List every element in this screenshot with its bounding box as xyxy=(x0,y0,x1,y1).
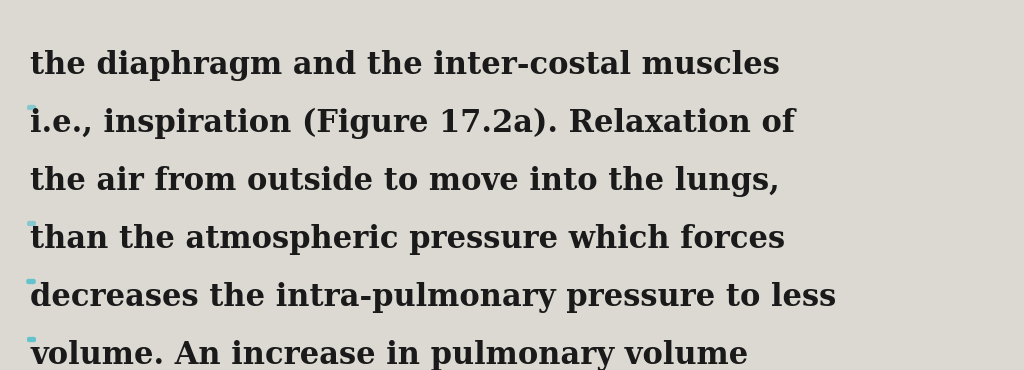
FancyBboxPatch shape xyxy=(27,279,36,284)
FancyBboxPatch shape xyxy=(27,105,36,110)
FancyBboxPatch shape xyxy=(27,337,36,342)
Text: than the atmospheric pressure which forces: than the atmospheric pressure which forc… xyxy=(30,224,785,255)
Text: decreases the intra-pulmonary pressure to less: decreases the intra-pulmonary pressure t… xyxy=(30,282,837,313)
Text: volume. An increase in pulmonary volume: volume. An increase in pulmonary volume xyxy=(30,340,749,370)
FancyBboxPatch shape xyxy=(27,221,36,226)
Text: i.e., inspiration (Figure 17.2a). Relaxation of: i.e., inspiration (Figure 17.2a). Relaxa… xyxy=(30,108,795,139)
Text: the diaphragm and the inter-costal muscles: the diaphragm and the inter-costal muscl… xyxy=(30,50,780,81)
FancyBboxPatch shape xyxy=(26,279,35,284)
Text: the air from outside to move into the lungs,: the air from outside to move into the lu… xyxy=(30,166,779,197)
FancyBboxPatch shape xyxy=(27,337,36,342)
